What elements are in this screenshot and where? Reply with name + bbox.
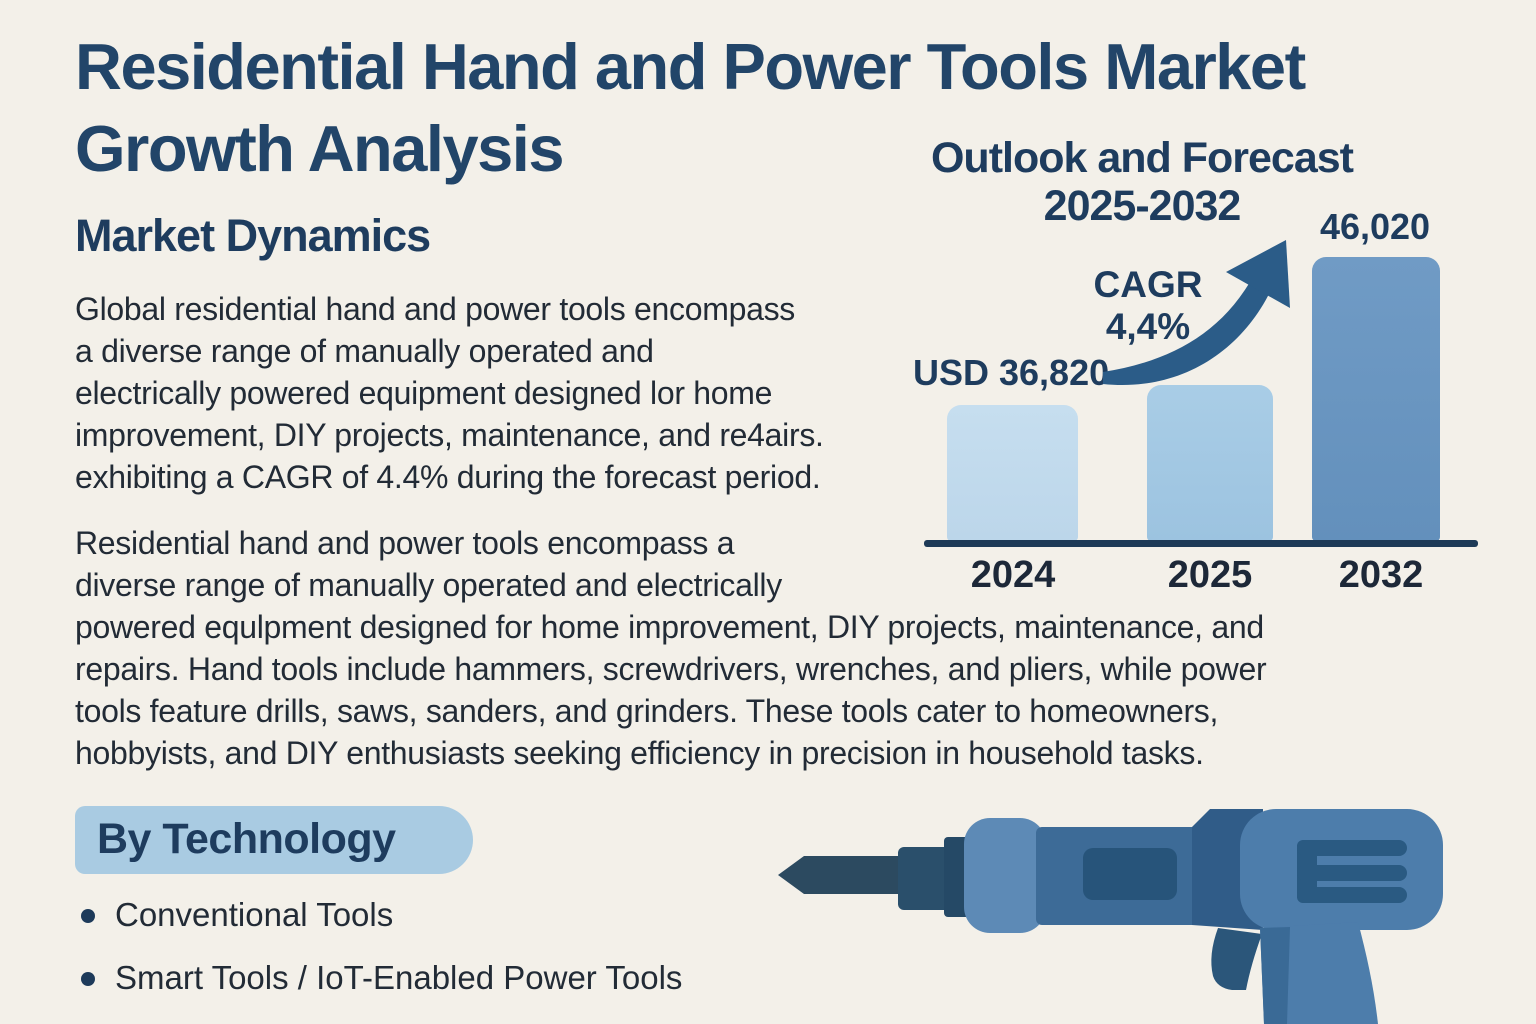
growth-arrow-shaft [1103, 282, 1270, 386]
x-tick-2025: 2025 [1167, 554, 1253, 596]
bar-2024 [947, 405, 1078, 541]
drill-body-panel [1083, 848, 1177, 900]
power-drill-illustration [778, 809, 1443, 1024]
bar-2025 [1147, 385, 1273, 541]
drill-collar [964, 818, 1046, 933]
data-label-2024: USD 36,820 [913, 352, 1110, 393]
cagr-annotation: CAGR 4,4% [1093, 264, 1203, 347]
market-dynamics-paragraph-2: Residential hand and power tools encompa… [75, 525, 1267, 771]
growth-arrow-head [1226, 240, 1290, 308]
chart-title: Outlook and Forecast 2025-2032 [930, 134, 1354, 230]
technology-item-conventional: Conventional Tools [115, 896, 394, 933]
drill-handle-shade [1260, 927, 1290, 1024]
data-label-2032: 46,020 [1319, 206, 1431, 247]
bullet-dot-icon [81, 909, 95, 923]
drill-handle [1260, 922, 1378, 1024]
bar-2032 [1312, 257, 1440, 541]
market-dynamics-paragraph-1: Global residential hand and power tools … [75, 291, 824, 495]
page-title: Residential Hand and Power Tools Market … [75, 30, 1306, 185]
x-axis-line [924, 540, 1478, 547]
growth-arrow-icon [1103, 240, 1290, 386]
x-tick-2032: 2032 [1338, 554, 1424, 596]
drill-bit [778, 856, 906, 894]
drill-vents [1297, 840, 1407, 903]
by-technology-heading: By Technology [97, 815, 396, 863]
bullet-dot-icon [81, 972, 95, 986]
by-technology-badge: By Technology [75, 806, 473, 874]
drill-chuck [898, 847, 958, 910]
technology-item-smart: Smart Tools / IoT-Enabled Power Tools [115, 959, 683, 996]
section-heading-market-dynamics: Market Dynamics [75, 210, 431, 261]
x-tick-2024: 2024 [970, 554, 1056, 596]
drill-trigger [1211, 928, 1262, 990]
